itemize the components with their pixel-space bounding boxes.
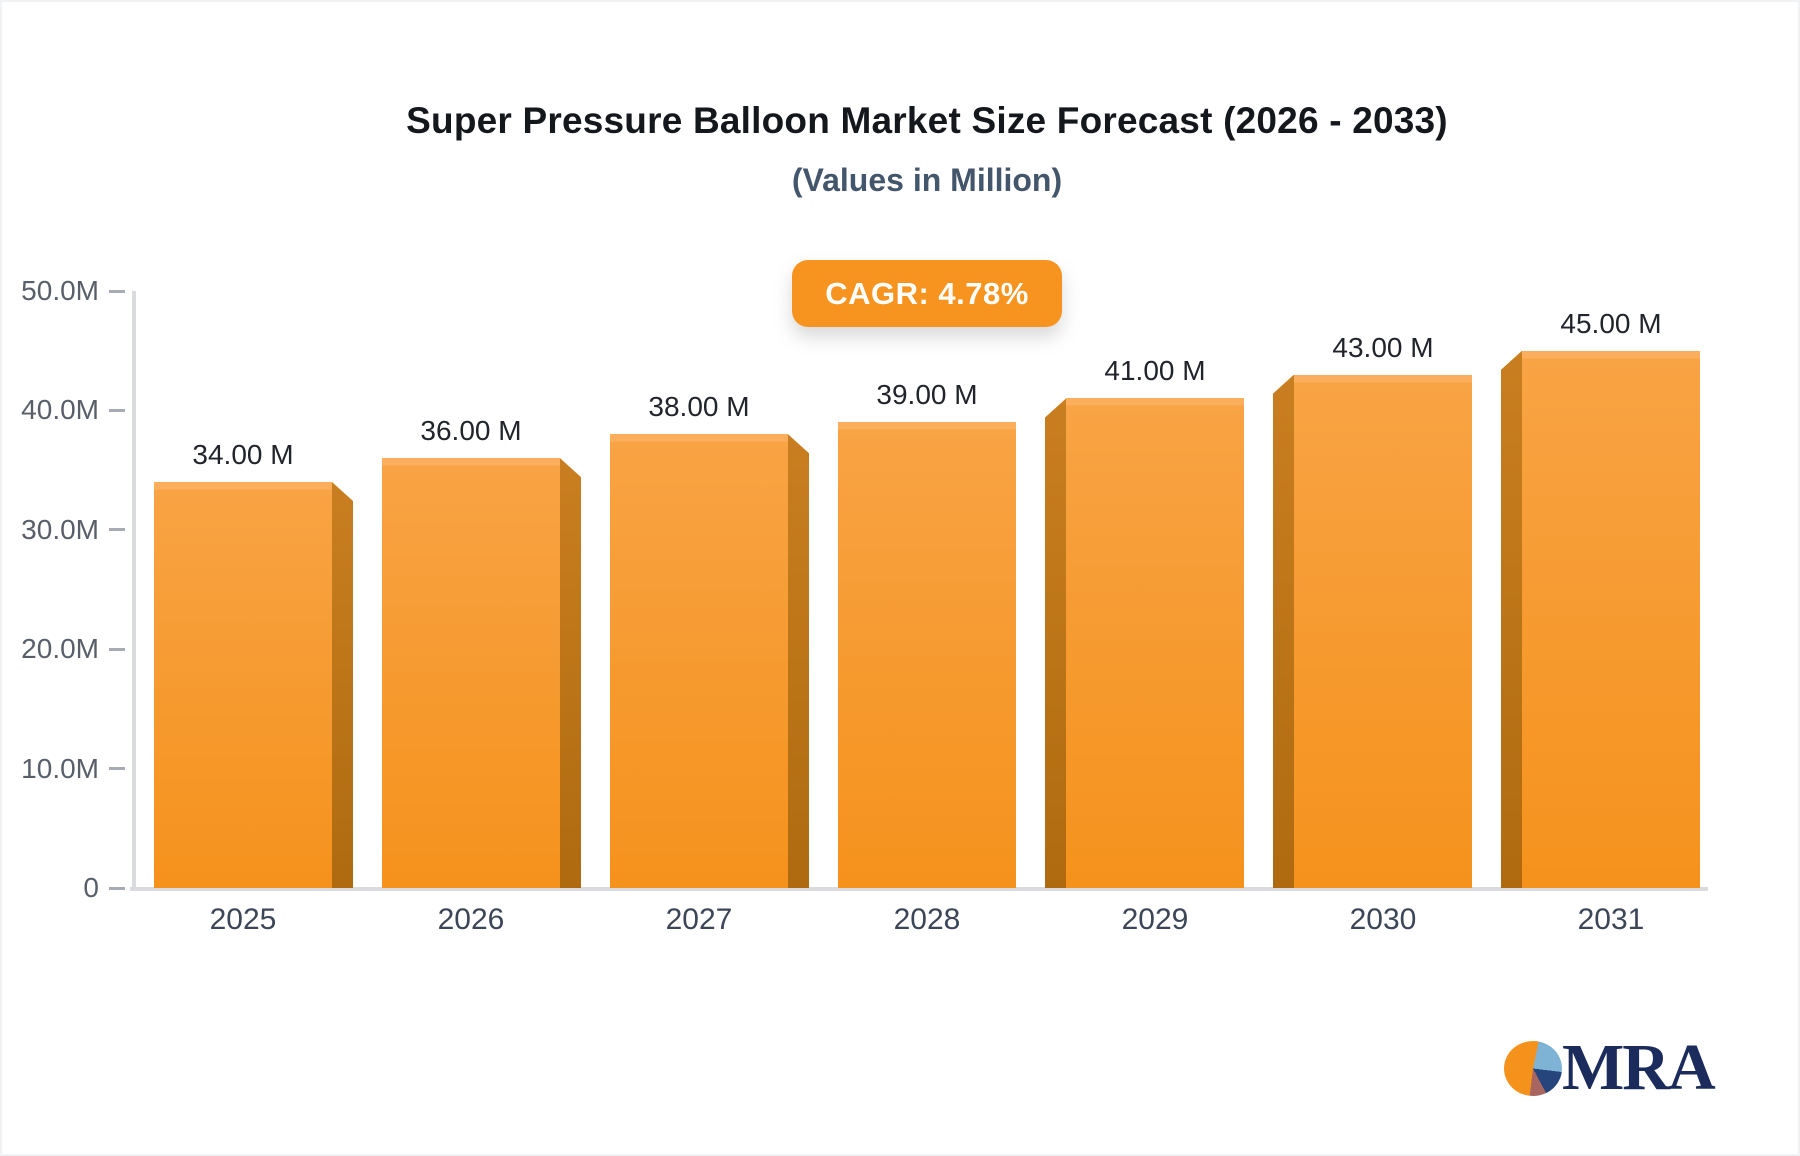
bar-2031[interactable] [1522,350,1700,888]
y-axis-tick [109,408,125,412]
cagr-badge: CAGR: 4.78% [792,260,1062,327]
x-axis-category-label: 2028 [893,903,961,936]
bar-2030[interactable] [1294,374,1472,888]
mra-logo: MRA [1504,1035,1716,1101]
y-axis-tick [109,886,125,890]
y-axis-tick-label: 40.0M [21,394,99,426]
y-axis-tick [109,767,125,771]
x-axis-category-label: 2029 [1121,903,1189,936]
bar-2027[interactable] [610,434,788,888]
bar-value-label: 45.00 M [1560,307,1662,339]
y-axis-tick-label: 30.0M [21,513,99,545]
bar-side-2027 [788,434,809,888]
y-axis-tick-label: 50.0M [21,275,99,306]
x-axis-category-label: 2031 [1577,903,1645,936]
bar-value-label: 36.00 M [420,415,522,447]
bar-value-label: 41.00 M [1104,355,1206,387]
bar-value-label: 43.00 M [1332,331,1434,363]
bar-side-2026 [560,458,581,888]
x-axis-category-label: 2025 [209,903,277,936]
logo-pie-icon [1504,1041,1562,1096]
y-axis-tick [109,528,125,532]
bar-2026[interactable] [382,458,560,888]
bar-side-2029 [1045,398,1066,888]
x-axis-category-label: 2026 [437,903,505,936]
bar-2029[interactable] [1066,398,1244,888]
y-axis-tick [109,289,125,293]
x-axis-category-label: 2027 [665,903,733,936]
x-axis-category-label: 2030 [1349,903,1417,936]
bar-side-2030 [1273,374,1294,888]
bar-side-2025 [332,482,353,888]
bar-2025[interactable] [154,482,332,888]
y-axis-tick [109,647,125,651]
bar-side-2031 [1501,350,1522,888]
bar-2028[interactable] [838,422,1016,888]
bar-value-label: 38.00 M [648,391,750,423]
bar-value-label: 39.00 M [876,379,978,411]
bar-value-label: 34.00 M [192,439,294,471]
y-axis-tick-label: 0 [83,872,99,903]
y-axis-tick-label: 10.0M [21,752,99,784]
y-axis-tick-label: 20.0M [21,633,99,665]
chart-subtitle: (Values in Million) [791,162,1063,198]
x-axis-line [130,887,1708,891]
logo-text: MRA [1562,1031,1716,1104]
y-axis-line [132,291,136,890]
chart-title: Super Pressure Balloon Market Size Forec… [406,100,1448,141]
